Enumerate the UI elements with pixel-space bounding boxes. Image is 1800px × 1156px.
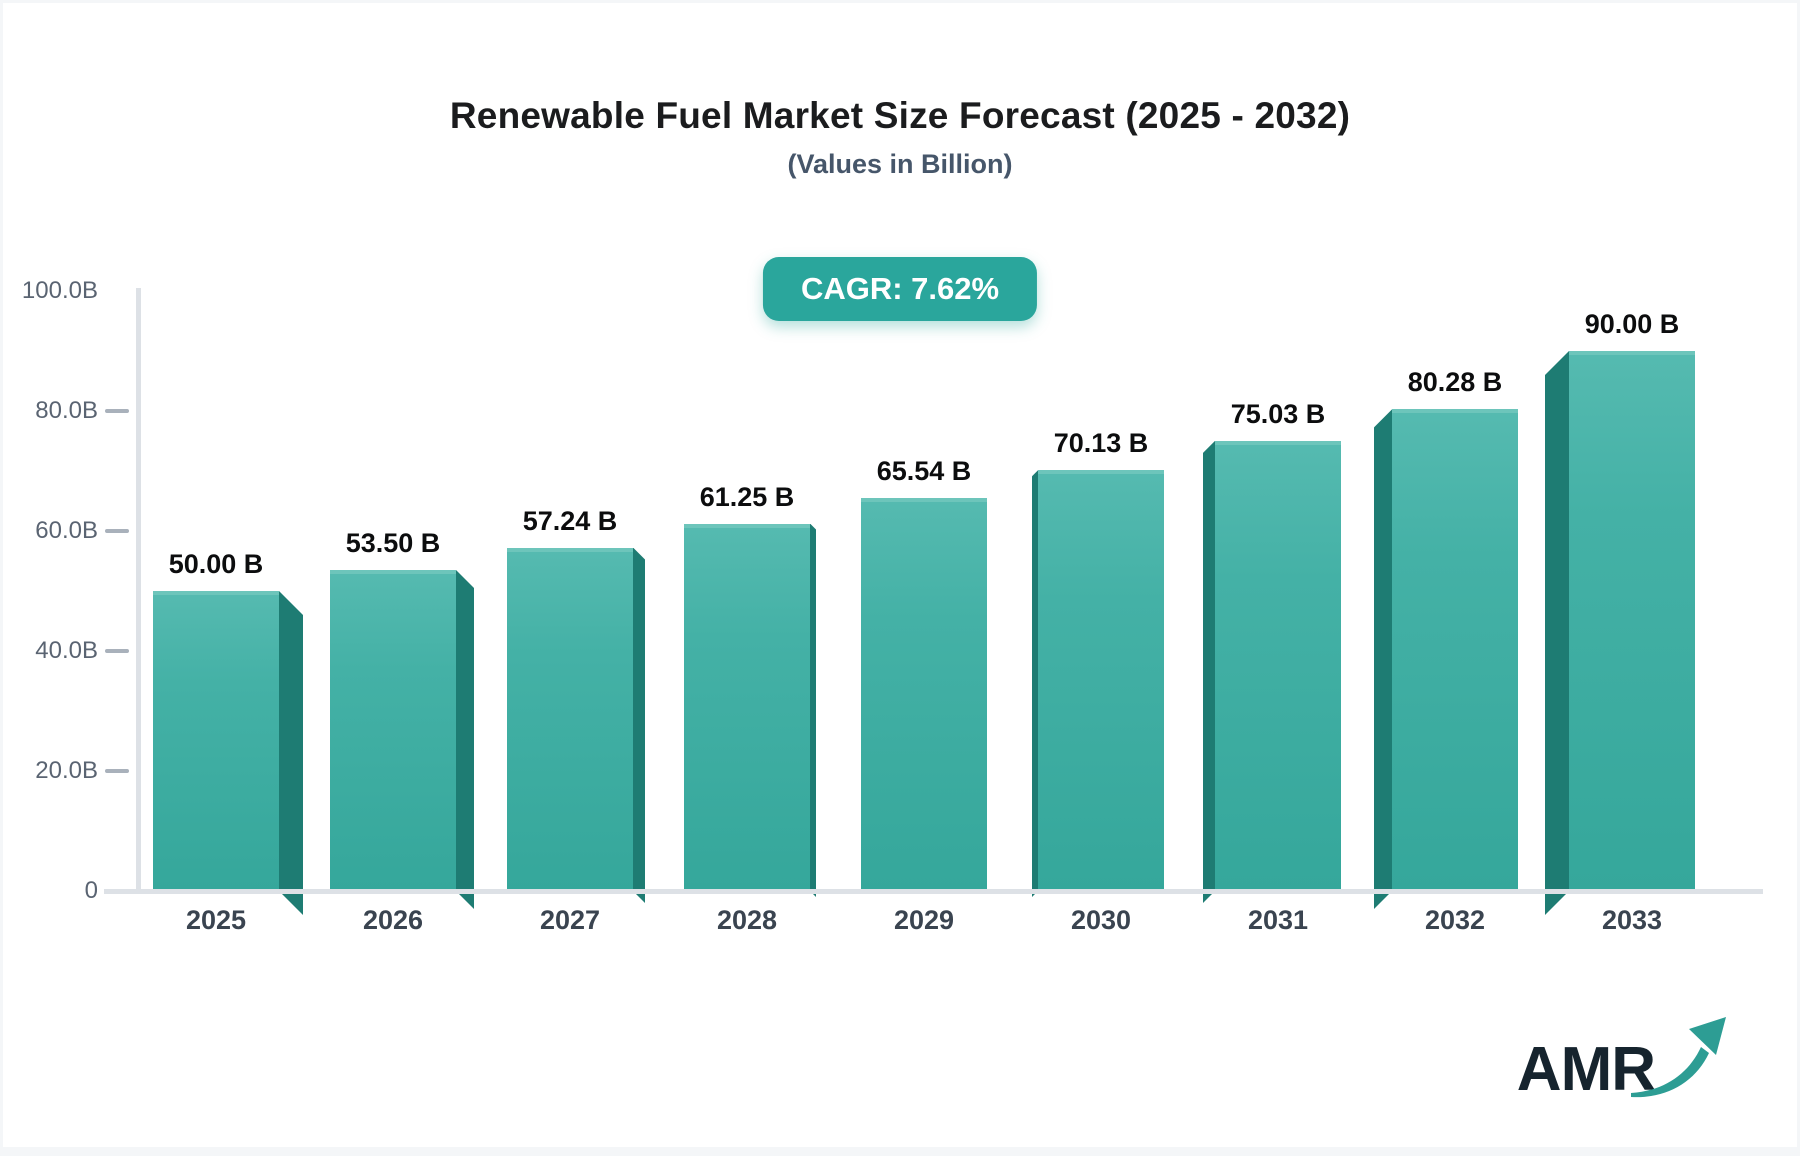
y-axis-tick-mark bbox=[105, 769, 129, 773]
bar-side-face bbox=[279, 591, 303, 915]
bar-front-face bbox=[1392, 409, 1518, 891]
bar-value-label: 61.25 B bbox=[699, 481, 795, 512]
x-axis-label-2033: 2033 bbox=[1601, 905, 1663, 935]
bar-chart-plot-area: 100.0B 80.0B 60.0B 40.0B 20.0B 0 50.00 B 53.50… bbox=[3, 3, 1797, 1147]
y-axis-tick-label: 40.0B bbox=[35, 637, 98, 664]
cagr-badge: CAGR: 7.62% bbox=[762, 257, 1038, 321]
x-axis-baseline bbox=[104, 889, 1763, 894]
bar-value-label: 70.13 B bbox=[1053, 428, 1149, 459]
bar-value-label: 75.03 B bbox=[1230, 398, 1326, 429]
bar-front-face bbox=[1215, 440, 1341, 891]
bar-front-face bbox=[507, 547, 633, 891]
bar-value-label: 53.50 B bbox=[345, 528, 441, 558]
bar-side-face bbox=[1545, 351, 1569, 915]
amr-logo-text: AMR bbox=[1516, 1035, 1656, 1104]
y-axis-tick-mark bbox=[105, 529, 129, 533]
bar-side-face bbox=[1032, 470, 1038, 897]
bar-side-face bbox=[456, 570, 474, 909]
bar-value-label: 65.54 B bbox=[876, 455, 972, 486]
y-axis-line bbox=[136, 288, 141, 894]
y-axis-tick-label: 20.0B bbox=[35, 757, 98, 784]
y-axis-tick-label: 0 bbox=[84, 877, 98, 904]
x-axis-label-2028: 2028 bbox=[716, 905, 778, 935]
x-axis-label-2027: 2027 bbox=[539, 905, 601, 935]
y-axis-tick-label: 100.0B bbox=[21, 277, 98, 304]
bar-side-face bbox=[1203, 440, 1215, 903]
chart-subtitle: (Values in Billion) bbox=[787, 149, 1013, 179]
bar-side-face bbox=[633, 547, 645, 903]
chart-card: Renewable Fuel Market Size Forecast (202… bbox=[3, 3, 1797, 1147]
y-axis-tick-mark bbox=[105, 409, 129, 413]
x-axis-label-2025: 2025 bbox=[185, 905, 247, 935]
bar-front-face bbox=[684, 523, 810, 891]
bar-value-label: 57.24 B bbox=[522, 505, 618, 536]
chart-title: Renewable Fuel Market Size Forecast (202… bbox=[449, 95, 1351, 136]
y-axis-tick-mark bbox=[105, 649, 129, 653]
bar-value-label: 50.00 B bbox=[168, 549, 264, 579]
bar-side-face bbox=[1374, 409, 1392, 909]
x-axis-label-2029: 2029 bbox=[893, 905, 955, 935]
bar-front-face bbox=[153, 591, 279, 891]
x-axis-label-2026: 2026 bbox=[362, 905, 424, 935]
x-axis-label-2032: 2032 bbox=[1424, 905, 1486, 935]
bar-front-face bbox=[1038, 470, 1164, 891]
bar-front-face bbox=[1569, 351, 1695, 891]
bar-side-face bbox=[810, 523, 816, 897]
bar-value-label: 90.00 B bbox=[1584, 309, 1680, 339]
bar-value-label: 80.28 B bbox=[1407, 367, 1503, 398]
trending-up-arrow-icon bbox=[1631, 1017, 1726, 1098]
amr-logo: AMR bbox=[1517, 1011, 1733, 1101]
y-axis-tick-label: 80.0B bbox=[35, 397, 98, 424]
bar-front-face bbox=[861, 497, 987, 891]
y-axis-tick-label: 60.0B bbox=[35, 517, 98, 544]
x-axis-label-2030: 2030 bbox=[1070, 905, 1132, 935]
bar-front-face bbox=[330, 570, 456, 891]
x-axis-label-2031: 2031 bbox=[1247, 905, 1309, 935]
